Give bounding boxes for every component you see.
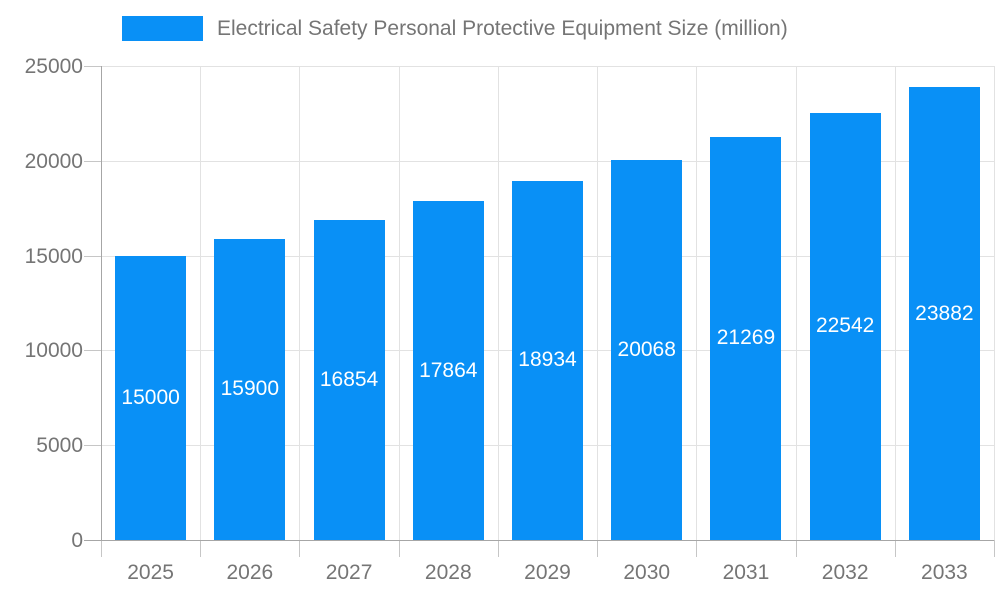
bar-value-label: 15900 <box>220 377 280 401</box>
x-tick <box>299 540 301 557</box>
x-axis-label: 2026 <box>226 561 274 584</box>
bar[interactable]: 15900 <box>214 238 286 540</box>
gridline-vertical <box>994 66 995 540</box>
bar-value-label: 20068 <box>617 337 676 361</box>
gridline-vertical <box>894 66 896 540</box>
y-tick <box>84 255 101 257</box>
x-axis-label: 2029 <box>524 561 571 584</box>
bar[interactable]: 20068 <box>611 159 683 540</box>
x-axis-label: 2031 <box>722 561 770 584</box>
bar-value-label: 16854 <box>319 368 379 392</box>
gridline-vertical <box>795 66 797 540</box>
x-tick <box>795 540 797 557</box>
legend-label: Electrical Safety Personal Protective Eq… <box>217 17 788 40</box>
x-tick <box>597 540 599 557</box>
y-axis-label: 10000 <box>24 339 83 363</box>
y-tick <box>84 350 101 352</box>
x-tick <box>101 540 102 557</box>
gridline-vertical <box>497 66 499 540</box>
gridline-vertical <box>696 66 698 540</box>
y-axis-label: 15000 <box>24 244 83 268</box>
y-axis-line <box>101 66 102 540</box>
x-tick <box>497 540 499 557</box>
gridline-vertical <box>299 66 301 540</box>
bar-value-label: 23882 <box>915 301 974 325</box>
gridline-vertical <box>597 66 599 540</box>
gridline-horizontal <box>101 66 994 67</box>
y-tick <box>84 445 101 447</box>
gridline-horizontal <box>101 160 994 162</box>
legend-swatch <box>122 16 203 41</box>
bar[interactable]: 17864 <box>412 201 484 540</box>
y-axis-label: 25000 <box>24 55 83 78</box>
x-tick <box>696 540 698 557</box>
bar[interactable]: 22542 <box>809 112 881 540</box>
bar-value-label: 18934 <box>518 348 577 372</box>
x-axis-label: 2025 <box>127 561 174 584</box>
bar-value-label: 22542 <box>815 314 875 338</box>
y-axis-label: 5000 <box>36 434 83 458</box>
gridline-vertical <box>200 66 202 540</box>
x-axis-label: 2032 <box>821 561 869 584</box>
bar[interactable]: 16854 <box>313 220 385 540</box>
x-axis-label: 2030 <box>623 561 671 584</box>
x-axis-label: 2033 <box>921 561 968 584</box>
y-tick <box>84 160 101 162</box>
x-tick <box>200 540 202 557</box>
x-tick <box>994 540 995 557</box>
bar[interactable]: 18934 <box>512 181 583 540</box>
x-tick <box>398 540 400 557</box>
bar[interactable]: 15000 <box>115 255 187 540</box>
gridline-vertical <box>398 66 400 540</box>
bar[interactable]: 21269 <box>710 136 782 540</box>
bar[interactable]: 23882 <box>908 87 980 540</box>
x-axis-label: 2028 <box>424 561 472 584</box>
x-tick <box>894 540 896 557</box>
x-axis-label: 2027 <box>325 561 373 584</box>
x-axis-line <box>84 540 994 541</box>
bar-value-label: 21269 <box>716 326 776 350</box>
y-axis-label: 20000 <box>24 149 83 173</box>
bar-value-label: 17864 <box>419 358 478 382</box>
y-tick <box>84 66 101 67</box>
bar-value-label: 15000 <box>121 385 180 409</box>
y-axis-label: 0 <box>71 529 83 552</box>
legend-item[interactable]: Electrical Safety Personal Protective Eq… <box>122 16 788 41</box>
